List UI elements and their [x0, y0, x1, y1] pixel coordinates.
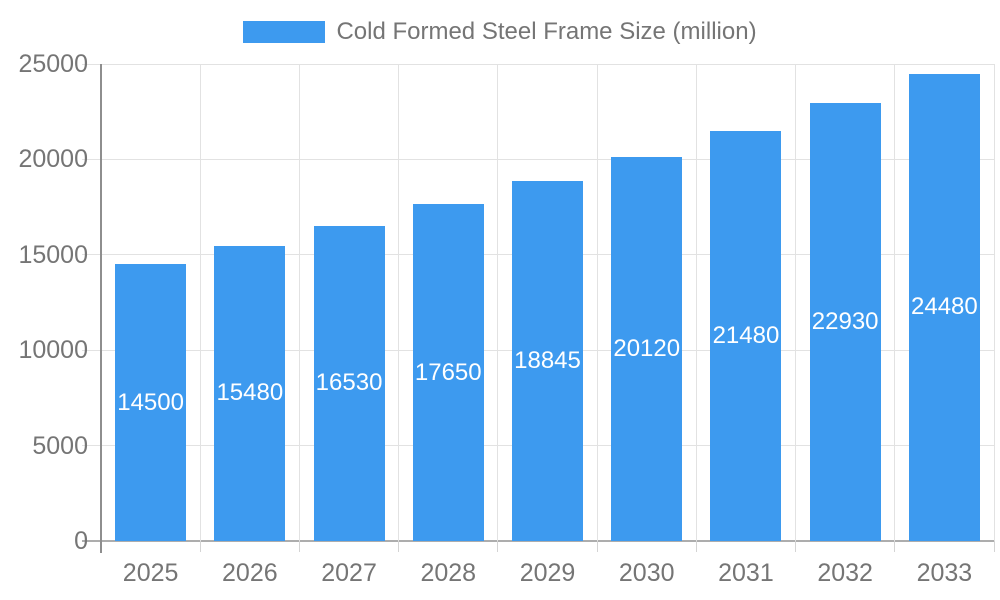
- gridline-y-baseline: [82, 540, 994, 542]
- bar-value-label: 18845: [514, 347, 581, 375]
- x-axis-tick: [199, 541, 201, 552]
- gridline-x: [596, 64, 598, 541]
- gridline-x: [695, 64, 697, 541]
- gridline-y: [82, 158, 994, 160]
- x-axis-tick: [596, 541, 598, 552]
- x-axis-tick: [993, 541, 995, 552]
- y-axis-tick-label: 25000: [18, 50, 88, 78]
- bar: [214, 245, 286, 541]
- gridline-x: [894, 64, 896, 541]
- bar-value-label: 24480: [911, 293, 978, 321]
- bar: [313, 225, 385, 541]
- x-axis-tick-label: 2029: [519, 559, 576, 587]
- chart-legend: Cold Formed Steel Frame Size (million): [0, 18, 1000, 45]
- x-axis-tick: [398, 541, 400, 552]
- x-axis-tick-label: 2027: [321, 559, 377, 587]
- x-axis-tick: [695, 541, 697, 552]
- x-axis-tick-label: 2032: [817, 559, 873, 587]
- x-axis-tick-label: 2030: [618, 559, 675, 587]
- bar: [809, 103, 881, 541]
- gridline-x: [497, 64, 499, 541]
- bar: [412, 204, 484, 541]
- x-axis-tick: [894, 541, 896, 552]
- x-axis-tick-label: 2025: [122, 559, 179, 587]
- bar: [611, 157, 683, 541]
- x-axis-tick: [795, 541, 797, 552]
- y-axis-tick-label: 10000: [18, 336, 88, 365]
- bar: [908, 73, 980, 541]
- legend-color-swatch: [243, 21, 326, 43]
- gridline-y: [82, 63, 994, 65]
- bar-value-label: 16530: [315, 369, 383, 397]
- x-axis-tick-label: 2026: [222, 559, 278, 587]
- y-axis-tick-label: 20000: [18, 145, 88, 174]
- gridline-x: [298, 64, 300, 541]
- y-axis-line: [100, 64, 102, 553]
- legend-series-label: Cold Formed Steel Frame Size (million): [336, 18, 757, 45]
- bar-value-label: 20120: [613, 335, 681, 363]
- bar: [710, 131, 782, 541]
- y-axis-tick-label: 0: [74, 527, 88, 555]
- y-axis-tick-label: 15000: [18, 240, 88, 269]
- gridline-x: [199, 64, 201, 541]
- bar-value-label: 21480: [712, 322, 780, 350]
- gridline-x: [795, 64, 797, 541]
- gridline-x: [398, 64, 400, 541]
- bar-value-label: 14500: [117, 388, 184, 416]
- x-axis-tick: [497, 541, 499, 552]
- x-axis-tick-label: 2033: [916, 559, 973, 587]
- bar: [115, 264, 187, 541]
- x-axis-tick-label: 2028: [420, 559, 477, 587]
- bar-value-label: 22930: [811, 308, 879, 336]
- bar: [512, 181, 583, 541]
- x-axis-tick: [298, 541, 300, 552]
- x-axis-tick-label: 2031: [718, 559, 774, 587]
- y-axis-tick-label: 5000: [32, 431, 88, 460]
- bar-value-label: 17650: [414, 358, 482, 386]
- bar-value-label: 15480: [216, 379, 284, 407]
- gridline-x: [993, 64, 995, 541]
